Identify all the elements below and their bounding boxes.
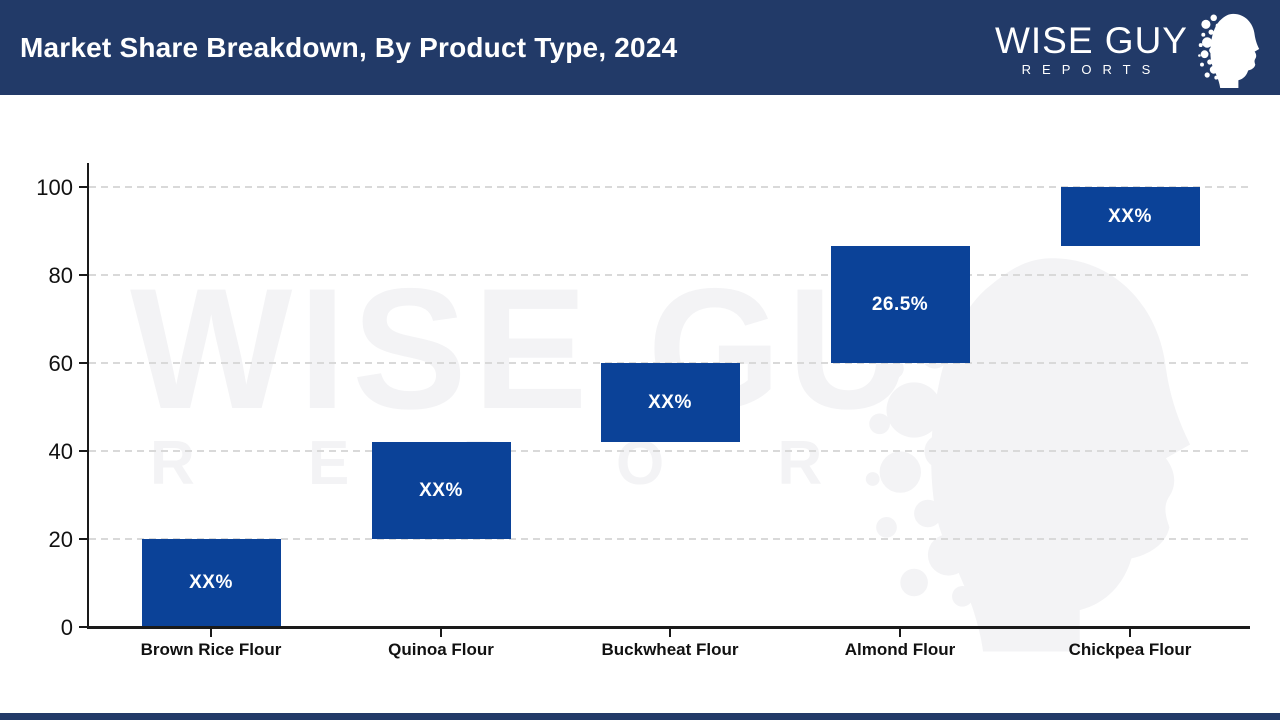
gridline-y80 <box>89 274 1250 276</box>
bar-quinoa-flour: XX% <box>371 442 511 539</box>
bar-value-label: XX% <box>189 572 233 593</box>
x-category-label: Buckwheat Flour <box>601 640 739 659</box>
logo-wiseguy-label: WISE GUY <box>994 20 1188 61</box>
y-tick-0 <box>79 626 87 628</box>
bar-value-label: XX% <box>419 479 463 501</box>
bar-brown-rice-flour: XX% <box>141 539 281 627</box>
y-tick-20 <box>79 538 87 540</box>
x-category-label: Brown Rice Flour <box>140 640 282 659</box>
y-tick-100 <box>79 186 87 188</box>
gridline-y100 <box>89 186 1250 188</box>
gridline-y20 <box>89 538 1250 540</box>
bar-value-label: XX% <box>1108 205 1152 227</box>
x-category-label: Almond Flour <box>844 640 956 659</box>
y-tick-80 <box>79 274 87 276</box>
logo-reports-label: REPORTS <box>1021 62 1162 77</box>
y-tick-label-100: 100 <box>36 175 73 200</box>
x-tick-4 <box>1129 629 1131 637</box>
y-tick-60 <box>79 362 87 364</box>
y-tick-label-0: 0 <box>60 615 73 640</box>
footer-bar <box>0 713 1280 720</box>
bar-value-label: 26.5% <box>871 293 929 315</box>
logo-head-icon <box>1198 13 1260 88</box>
y-tick-label-20: 20 <box>48 527 73 552</box>
x-category-label: Quinoa Flour <box>388 640 494 659</box>
x-tick-2 <box>669 629 671 637</box>
x-category-label: Chickpea Flour <box>1068 640 1192 659</box>
y-tick-label-40: 40 <box>48 439 73 464</box>
chart-title: Market Share Breakdown, By Product Type,… <box>20 31 678 63</box>
bar-chickpea-flour: XX% <box>1060 187 1200 247</box>
logo-text: WISE GUY REPORTS <box>994 20 1188 78</box>
bar-buckwheat-flour: XX% <box>600 363 740 443</box>
wise-guy-reports-logo: WISE GUY REPORTS <box>995 6 1266 90</box>
bar-value-label: XX% <box>648 391 692 413</box>
bar-almond-flour: 26.5% <box>830 246 970 363</box>
y-tick-40 <box>79 450 87 452</box>
x-tick-1 <box>440 629 442 637</box>
x-tick-3 <box>899 629 901 637</box>
y-tick-label-80: 80 <box>48 263 73 288</box>
x-axis-spine <box>87 626 1250 629</box>
y-axis-spine <box>87 163 89 629</box>
gridline-y40 <box>89 450 1250 452</box>
x-tick-0 <box>210 629 212 637</box>
y-tick-label-60: 60 <box>48 351 73 376</box>
header: Market Share Breakdown, By Product Type,… <box>0 0 1280 95</box>
